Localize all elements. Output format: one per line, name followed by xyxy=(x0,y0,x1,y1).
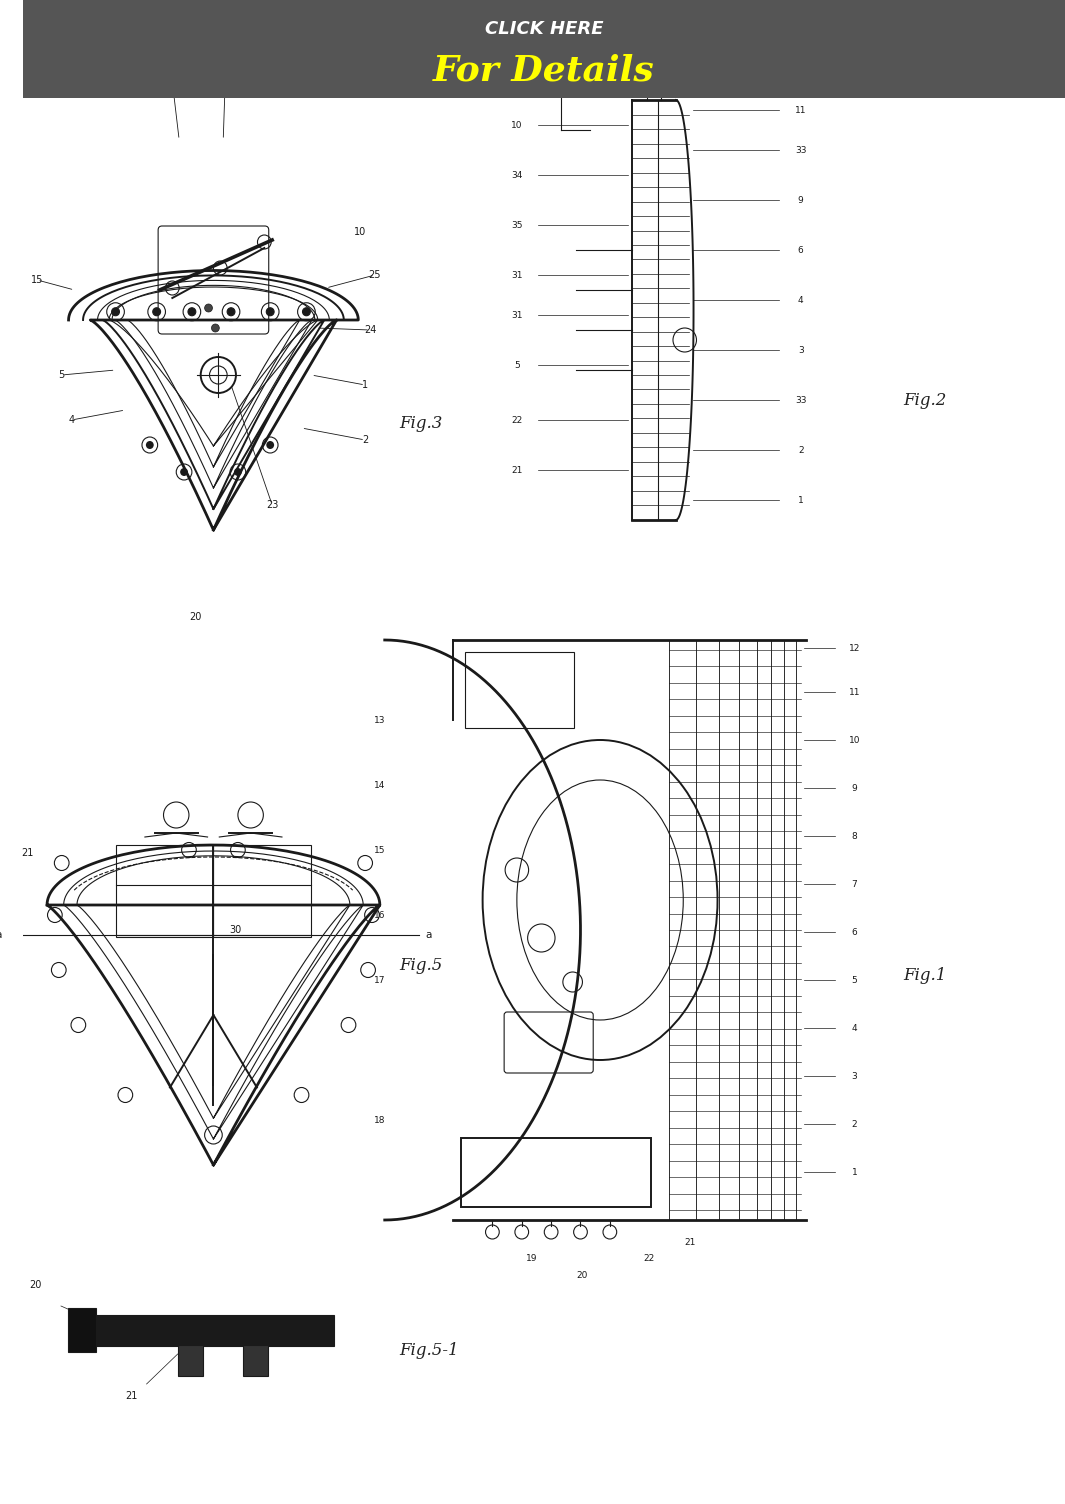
Text: 1: 1 xyxy=(798,495,804,504)
Text: 2: 2 xyxy=(798,445,803,454)
Text: Fig.5-1: Fig.5-1 xyxy=(399,1342,459,1360)
Text: 24: 24 xyxy=(364,325,376,335)
Text: 23: 23 xyxy=(266,499,278,510)
Text: a: a xyxy=(0,929,1,940)
Text: 10: 10 xyxy=(849,735,861,744)
Text: 18: 18 xyxy=(374,1116,386,1125)
Text: 31: 31 xyxy=(511,310,523,319)
Text: 15: 15 xyxy=(374,845,386,854)
Text: 6: 6 xyxy=(798,245,804,254)
Text: 4: 4 xyxy=(68,415,75,426)
Text: 3: 3 xyxy=(798,346,804,355)
Text: 1: 1 xyxy=(852,1167,857,1176)
Text: CLICK HERE: CLICK HERE xyxy=(485,21,603,39)
Text: 22: 22 xyxy=(643,1253,655,1262)
Circle shape xyxy=(234,468,242,475)
Text: 16: 16 xyxy=(374,910,386,919)
FancyBboxPatch shape xyxy=(73,1314,333,1346)
Text: 2: 2 xyxy=(852,1119,857,1128)
Text: 13: 13 xyxy=(374,716,386,725)
Text: 9: 9 xyxy=(852,784,857,793)
Circle shape xyxy=(189,308,196,316)
Bar xyxy=(22,0,1065,98)
Text: 25: 25 xyxy=(368,271,381,280)
Text: 21: 21 xyxy=(125,1391,137,1402)
Text: 5: 5 xyxy=(514,361,520,370)
Text: 6: 6 xyxy=(852,928,857,937)
Text: 5: 5 xyxy=(59,370,65,381)
Text: 31: 31 xyxy=(511,271,523,280)
Text: 19: 19 xyxy=(526,1253,538,1262)
Text: 33: 33 xyxy=(794,146,806,155)
Text: For Details: For Details xyxy=(432,54,655,87)
Text: Fig.1: Fig.1 xyxy=(903,967,947,984)
Text: a: a xyxy=(426,929,432,940)
Text: Fig.3: Fig.3 xyxy=(399,415,443,432)
Circle shape xyxy=(180,468,189,475)
Circle shape xyxy=(146,441,153,450)
Text: Fig.2: Fig.2 xyxy=(903,393,947,409)
Text: 33: 33 xyxy=(794,396,806,405)
Text: 34: 34 xyxy=(511,170,523,179)
FancyBboxPatch shape xyxy=(179,1345,203,1376)
Text: 11: 11 xyxy=(794,105,806,114)
Circle shape xyxy=(204,304,212,311)
Text: 11: 11 xyxy=(849,687,861,696)
Text: 30: 30 xyxy=(229,925,241,935)
Text: 22: 22 xyxy=(511,415,523,424)
Text: 4: 4 xyxy=(852,1024,857,1033)
Text: 14: 14 xyxy=(374,781,386,790)
Text: 17: 17 xyxy=(374,976,386,985)
Text: 4: 4 xyxy=(798,295,803,304)
Text: 8: 8 xyxy=(852,832,857,841)
Text: Fig.5: Fig.5 xyxy=(399,957,443,975)
Text: 1: 1 xyxy=(362,381,368,390)
Text: 10: 10 xyxy=(511,120,523,129)
Text: 7: 7 xyxy=(852,880,857,889)
Text: 21: 21 xyxy=(166,77,179,87)
Text: 21: 21 xyxy=(511,466,523,474)
Circle shape xyxy=(266,308,274,316)
Text: 15: 15 xyxy=(31,275,44,284)
Text: 10: 10 xyxy=(355,227,366,238)
Circle shape xyxy=(266,441,274,450)
Text: 20: 20 xyxy=(190,612,202,623)
Text: 22: 22 xyxy=(219,77,231,87)
Circle shape xyxy=(227,308,235,316)
Text: 3: 3 xyxy=(852,1071,857,1080)
Circle shape xyxy=(212,323,219,332)
Text: 21: 21 xyxy=(21,848,34,857)
FancyBboxPatch shape xyxy=(68,1308,96,1352)
Text: 2: 2 xyxy=(362,435,368,445)
Text: 21: 21 xyxy=(685,1238,695,1247)
Text: 35: 35 xyxy=(511,221,523,230)
Text: 20: 20 xyxy=(29,1280,42,1290)
FancyBboxPatch shape xyxy=(243,1345,267,1376)
Circle shape xyxy=(112,308,119,316)
Circle shape xyxy=(152,308,161,316)
Circle shape xyxy=(302,308,310,316)
Text: 5: 5 xyxy=(852,976,857,985)
Text: 9: 9 xyxy=(798,196,804,205)
Text: 12: 12 xyxy=(849,644,861,653)
Text: 20: 20 xyxy=(577,1271,588,1280)
